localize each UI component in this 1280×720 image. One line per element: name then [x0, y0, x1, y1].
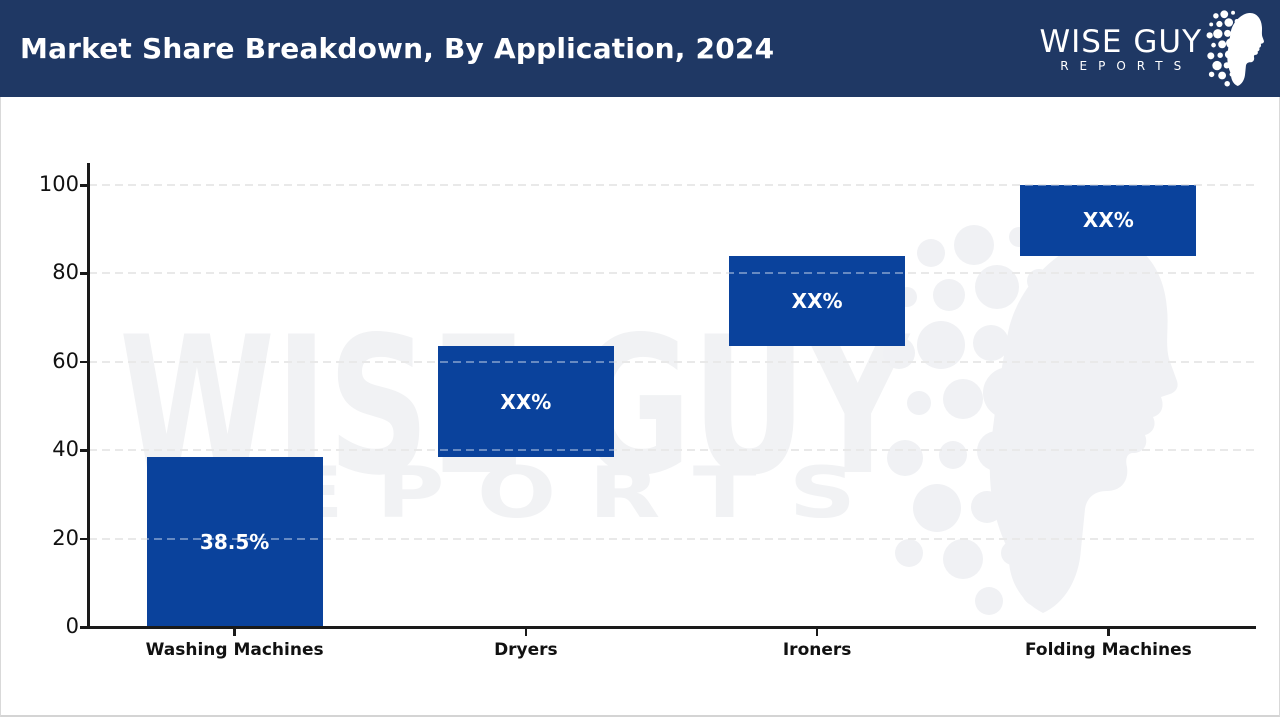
y-tick-label-100: 100 [38, 172, 79, 196]
y-axis-line [87, 163, 90, 629]
y-tick-mark-20 [80, 537, 89, 541]
y-tick-label-20: 20 [52, 525, 79, 550]
header-bar: Market Share Breakdown, By Application, … [0, 0, 1280, 97]
brand-subname: REPORTS [1060, 59, 1193, 73]
gridline-overlay-100 [89, 184, 1254, 186]
y-tick-label-60: 60 [52, 348, 79, 373]
page-title: Market Share Breakdown, By Application, … [20, 32, 775, 65]
bar-dryers: XX% [437, 346, 614, 457]
gridline-40 [89, 449, 1254, 452]
bar-value-label-washing-machines: 38.5% [199, 529, 270, 554]
y-tick-mark-60 [80, 360, 89, 364]
x-axis-label-washing-machines: Washing Machines [145, 640, 324, 660]
wiseguy-face-icon [1206, 10, 1264, 87]
bar-washing-machines: 38.5% [146, 456, 323, 627]
bar-value-label-dryers: XX% [500, 389, 552, 414]
y-tick-mark-40 [80, 449, 89, 452]
y-tick-label-80: 80 [52, 260, 79, 285]
x-axis-label-ironers: Ironers [782, 640, 852, 660]
gridline-80 [89, 272, 1254, 275]
y-tick-label-0: 0 [65, 614, 79, 638]
x-axis-line [87, 625, 1256, 629]
gridline-20 [89, 537, 1254, 540]
gridline-60 [89, 360, 1254, 363]
y-tick-mark-80 [80, 272, 89, 275]
gridline-overlay-40 [89, 449, 1254, 452]
x-tick-mark-dryers [524, 628, 528, 636]
bar-value-label-ironers: XX% [791, 289, 843, 314]
brand-logo: WISE GUY REPORTS [1014, 9, 1266, 89]
y-tick-mark-0 [80, 626, 89, 629]
x-tick-mark-folding-machines [1107, 628, 1110, 636]
y-tick-mark-100 [80, 184, 89, 187]
gridline-overlay-60 [89, 360, 1254, 363]
gridline-100 [89, 184, 1254, 186]
y-tick-label-40: 40 [52, 437, 79, 462]
x-tick-mark-ironers [815, 628, 819, 636]
bar-folding-machines: XX% [1020, 185, 1197, 256]
brand-wordmark: WISE GUY REPORTS [1039, 25, 1202, 73]
gridline-overlay-80 [89, 272, 1254, 275]
x-axis-label-folding-machines: Folding Machines [1024, 640, 1192, 660]
gridline-overlay-20 [89, 537, 1254, 540]
watermark-face-icon [883, 225, 1178, 615]
x-tick-mark-washing-machines [233, 628, 236, 636]
brand-name: WISE GUY [1039, 24, 1202, 60]
x-axis-label-dryers: Dryers [494, 640, 558, 660]
bar-ironers: XX% [729, 255, 906, 347]
bar-value-label-folding-machines: XX% [1082, 208, 1134, 233]
